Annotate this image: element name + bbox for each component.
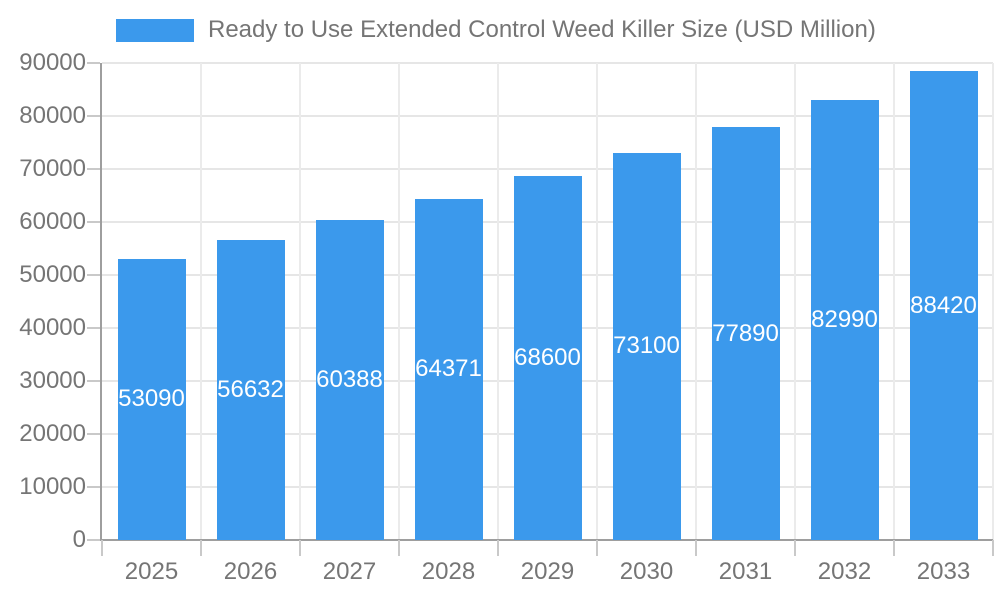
plot-area: 53090 56632 60388 64371 68600 73100 77890 82990… bbox=[87, 62, 994, 556]
y-tick bbox=[87, 433, 100, 435]
x-tick bbox=[893, 540, 895, 556]
v-gridline bbox=[794, 63, 796, 540]
x-tick-label: 2026 bbox=[223, 558, 278, 585]
x-tick-label: 2029 bbox=[520, 558, 575, 585]
y-tick-label: 20000 bbox=[19, 420, 86, 447]
x-tick-label: 2025 bbox=[124, 558, 179, 585]
v-gridline bbox=[695, 63, 697, 540]
bar-2029: 68600 bbox=[513, 176, 582, 540]
v-gridline bbox=[596, 63, 598, 540]
bar-2028: 64371 bbox=[414, 198, 483, 540]
y-axis-labels: 0 10000 20000 30000 40000 50000 60000 70000 8000… bbox=[0, 49, 86, 553]
bar-2025: 53090 bbox=[117, 258, 186, 540]
y-tick bbox=[87, 62, 100, 64]
bar-value-label: 60388 bbox=[316, 365, 383, 393]
y-tick bbox=[87, 380, 100, 382]
v-gridline bbox=[497, 63, 499, 540]
bar-2030: 73100 bbox=[612, 152, 681, 540]
x-tick-label: 2027 bbox=[322, 558, 377, 585]
bar-value-label: 77890 bbox=[712, 319, 779, 347]
y-tick-label: 10000 bbox=[19, 473, 86, 500]
x-tick-label: 2032 bbox=[817, 558, 872, 585]
v-gridline bbox=[299, 63, 301, 540]
bar-2031: 77890 bbox=[711, 127, 780, 540]
bar-2027: 60388 bbox=[315, 219, 384, 540]
y-tick bbox=[87, 539, 100, 541]
bar-value-label: 56632 bbox=[217, 375, 284, 403]
y-tick bbox=[87, 486, 100, 488]
x-tick bbox=[299, 540, 301, 556]
bar-value-label: 64371 bbox=[415, 355, 482, 383]
h-gridline bbox=[102, 168, 993, 170]
v-gridline bbox=[200, 63, 202, 540]
bar-2033: 88420 bbox=[909, 71, 978, 540]
y-tick-label: 30000 bbox=[19, 367, 86, 394]
y-tick-label: 90000 bbox=[19, 49, 86, 76]
bar-value-label: 53090 bbox=[118, 385, 185, 413]
h-gridline bbox=[102, 62, 993, 64]
y-tick bbox=[87, 221, 100, 223]
y-tick-label: 60000 bbox=[19, 208, 86, 235]
y-tick bbox=[87, 168, 100, 170]
x-tick-label: 2031 bbox=[718, 558, 773, 585]
bar-value-label: 73100 bbox=[613, 332, 680, 360]
x-tick bbox=[497, 540, 499, 556]
y-tick bbox=[87, 327, 100, 329]
v-gridline bbox=[992, 63, 994, 540]
bar-value-label: 68600 bbox=[514, 344, 581, 372]
x-tick bbox=[101, 540, 103, 556]
y-tick bbox=[87, 274, 100, 276]
bar-value-label: 82990 bbox=[811, 306, 878, 334]
x-tick bbox=[200, 540, 202, 556]
bar-value-label: 88420 bbox=[910, 291, 977, 319]
v-gridline bbox=[398, 63, 400, 540]
x-tick bbox=[596, 540, 598, 556]
x-tick-label: 2030 bbox=[619, 558, 674, 585]
bar-2032: 82990 bbox=[810, 100, 879, 540]
x-axis-labels: 2025 2026 2027 2028 2029 2030 2031 2032 2033 bbox=[102, 558, 993, 590]
bar-2026: 56632 bbox=[216, 239, 285, 540]
x-tick bbox=[398, 540, 400, 556]
chart-legend: Ready to Use Extended Control Weed Kille… bbox=[116, 15, 876, 45]
legend-swatch bbox=[116, 18, 194, 42]
x-tick-label: 2033 bbox=[916, 558, 971, 585]
y-tick-label: 50000 bbox=[19, 261, 86, 288]
y-tick-label: 0 bbox=[72, 526, 86, 553]
y-tick-label: 40000 bbox=[19, 314, 86, 341]
h-gridline bbox=[102, 115, 993, 117]
y-tick bbox=[87, 115, 100, 117]
legend-label: Ready to Use Extended Control Weed Kille… bbox=[208, 16, 876, 43]
x-axis-line bbox=[100, 539, 993, 541]
x-tick bbox=[794, 540, 796, 556]
y-tick-label: 70000 bbox=[19, 155, 86, 182]
x-tick bbox=[992, 540, 994, 556]
y-axis-line bbox=[100, 63, 102, 540]
y-tick-label: 80000 bbox=[19, 102, 86, 129]
x-tick bbox=[695, 540, 697, 556]
x-tick-label: 2028 bbox=[421, 558, 476, 585]
v-gridline bbox=[893, 63, 895, 540]
